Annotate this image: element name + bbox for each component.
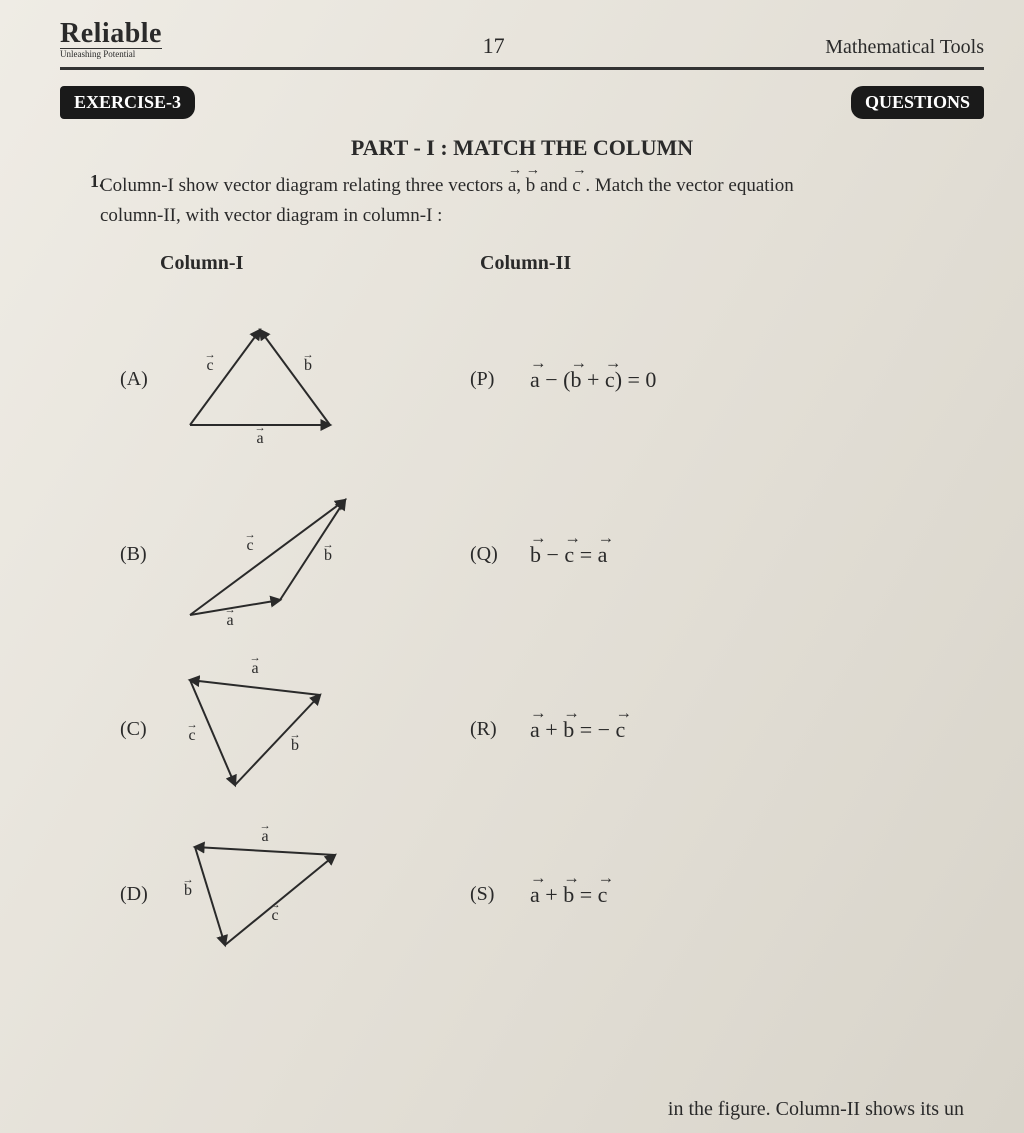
page: Reliable Unleashing Potential 17 Mathema… [0, 0, 1024, 1133]
question-number: 1. [90, 171, 104, 192]
svg-text:→: → [302, 349, 313, 361]
svg-text:→: → [224, 604, 235, 616]
intro-2: . Match the vector equation [585, 175, 793, 196]
eq-label-p: (P) [470, 368, 530, 391]
divider [60, 67, 984, 70]
eq-p-c: c [605, 367, 615, 393]
row-label-a: (A) [120, 368, 170, 391]
match-row-c: (C) a→b→c→ (R) a + b = − c [120, 655, 984, 805]
eq-q-a: a [598, 542, 608, 568]
diagram-c: a→b→c→ [170, 665, 470, 795]
eq-q-c: c [564, 542, 574, 568]
part-title: PART - I : MATCH THE COLUMN [60, 135, 984, 161]
match-row-d: (D) a→b→c→ (S) a + b = c [120, 830, 984, 960]
match-row-a: (A) a→b→c→ (P) a − (b + c) = 0 [120, 305, 984, 455]
eq-r-eq: = − [574, 717, 615, 742]
eq-p-b: b [571, 367, 582, 393]
eq-s-c: c [598, 882, 608, 908]
row-label-c: (C) [120, 718, 170, 741]
sep-2: and [535, 175, 572, 196]
svg-text:→: → [269, 899, 280, 911]
eq-q-b: b [530, 542, 541, 568]
brand-block: Reliable Unleashing Potential [60, 20, 162, 59]
match-row-b: (B) a→c→b→ (Q) b − c = a [120, 480, 984, 630]
brand-name: Reliable [60, 20, 162, 48]
sep-1: , [516, 175, 526, 196]
brand-sub: Unleashing Potential [60, 48, 162, 59]
diagram-a: a→b→c→ [170, 315, 470, 445]
question-block: 1. Column-I show vector diagram relating… [60, 171, 984, 232]
svg-text:→: → [259, 820, 270, 832]
eq-r-b: b [563, 717, 574, 743]
eq-label-q: (Q) [470, 543, 530, 566]
columns-header: Column-I Column-II [60, 252, 984, 275]
match-rows: (A) a→b→c→ (P) a − (b + c) = 0 (B) a→c→b… [60, 305, 984, 960]
bottom-note: in the figure. Column-II shows its un [668, 1098, 964, 1121]
svg-text:→: → [254, 422, 265, 434]
row-label-d: (D) [120, 883, 170, 906]
row-label-b: (B) [120, 543, 170, 566]
column-1-title: Column-I [160, 252, 480, 275]
svg-text:→: → [249, 652, 260, 664]
vec-a: a [508, 171, 516, 201]
eq-r-c: c [616, 717, 626, 743]
questions-badge: QUESTIONS [851, 86, 984, 119]
column-2-title: Column-II [480, 252, 571, 275]
eq-s-a: a [530, 882, 540, 908]
exercise-badge: EXERCISE-3 [60, 86, 195, 119]
page-mark: 17 [483, 33, 505, 59]
eq-label-r: (R) [470, 718, 530, 741]
vec-c: c [572, 171, 580, 201]
svg-text:→: → [182, 874, 193, 886]
vec-b: b [526, 171, 536, 201]
header-right: Mathematical Tools [825, 36, 984, 59]
equation-s: a + b = c [530, 882, 607, 908]
svg-text:→: → [244, 529, 255, 541]
svg-text:→: → [289, 729, 300, 741]
svg-text:→: → [204, 349, 215, 361]
eq-s-b: b [563, 882, 574, 908]
header-bar: Reliable Unleashing Potential 17 Mathema… [60, 20, 984, 59]
intro-text: Column-I show vector diagram relating th… [60, 171, 984, 232]
intro-1: Column-I show vector diagram relating th… [100, 175, 508, 196]
diagram-d: a→b→c→ [170, 835, 470, 955]
svg-text:→: → [322, 539, 333, 551]
intro-3: column-II, with vector diagram in column… [100, 205, 442, 226]
equation-r: a + b = − c [530, 717, 625, 743]
equation-q: b − c = a [530, 542, 607, 568]
svg-text:→: → [186, 719, 197, 731]
badge-row: EXERCISE-3 QUESTIONS [60, 86, 984, 119]
eq-label-s: (S) [470, 883, 530, 906]
diagram-b: a→c→b→ [170, 485, 470, 625]
eq-r-a: a [530, 717, 540, 743]
equation-p: a − (b + c) = 0 [530, 367, 656, 393]
eq-p-a: a [530, 367, 540, 393]
